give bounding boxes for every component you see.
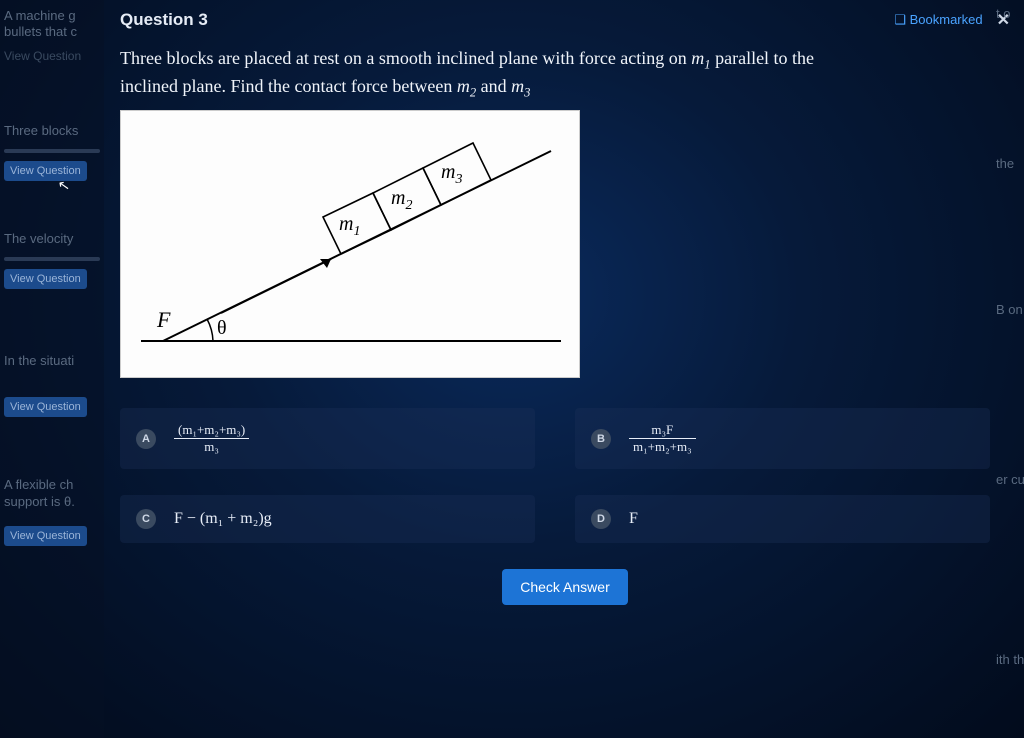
option-d[interactable]: D F [575, 495, 990, 543]
sidebar-item-q3[interactable]: The velocity [0, 225, 104, 253]
option-c-body: F − (m₁ + m₂)g [174, 510, 272, 528]
option-c-badge: C [136, 509, 156, 529]
sidebar-view-q2[interactable]: View Question ↖ [4, 161, 87, 181]
theta-arc [207, 319, 213, 341]
option-b-badge: B [591, 429, 611, 449]
question-header: Question 3 ❑ Bookmarked ✕ [120, 10, 1010, 30]
edge-t4: er cu [996, 472, 1024, 487]
m1-label: m1 [339, 213, 360, 240]
option-a[interactable]: A (m₁+m₂+m₃)m₃ [120, 408, 535, 469]
physics-diagram: F θ m1 m2 m3 [120, 110, 580, 378]
sidebar-item-q1[interactable]: A machine g bullets that c [0, 2, 104, 47]
edge-t3: B on [996, 302, 1023, 317]
option-d-body: F [629, 510, 638, 528]
option-c[interactable]: C F − (m₁ + m₂)g [120, 495, 535, 543]
bookmark-label: Bookmarked [910, 12, 983, 27]
option-a-body: (m₁+m₂+m₃)m₃ [174, 422, 249, 455]
answer-options: A (m₁+m₂+m₃)m₃ B m₃Fm₁+m₂+m₃ C F − (m₁ +… [120, 408, 1010, 543]
m2-label: m2 [391, 187, 412, 214]
right-edge-clipped: t o the B on er cu ith th [996, 0, 1024, 738]
sidebar-view-q2-label: View Question [10, 165, 81, 177]
option-a-badge: A [136, 429, 156, 449]
theta-label: θ [217, 317, 227, 340]
sidebar-view-q1[interactable]: View Question [0, 47, 104, 79]
question-text: Three blocks are placed at rest on a smo… [120, 46, 1010, 102]
sidebar-item-q2[interactable]: Three blocks [0, 117, 104, 145]
force-arrow-shaft [221, 259, 331, 313]
cursor-icon: ↖ [57, 176, 72, 195]
question-sidebar: A machine g bullets that c View Question… [0, 0, 104, 738]
bookmark-toggle[interactable]: ❑ Bookmarked [894, 12, 982, 28]
edge-t5: ith th [996, 652, 1024, 667]
diagram-svg [121, 111, 581, 379]
check-answer-button[interactable]: Check Answer [502, 569, 627, 605]
sidebar-view-q5[interactable]: View Question [4, 526, 87, 546]
sidebar-view-q4[interactable]: View Question [4, 397, 87, 417]
option-b-body: m₃Fm₁+m₂+m₃ [629, 422, 696, 455]
sidebar-item-q4[interactable]: In the situati [0, 347, 104, 375]
sidebar-view-q3[interactable]: View Question [4, 269, 87, 289]
F-label: F [157, 307, 170, 333]
option-d-badge: D [591, 509, 611, 529]
m3-label: m3 [441, 161, 462, 188]
edge-t1: t o [996, 6, 1010, 21]
option-b[interactable]: B m₃Fm₁+m₂+m₃ [575, 408, 990, 469]
bookmark-icon: ❑ [894, 12, 906, 27]
sidebar-item-q5[interactable]: A flexible ch support is θ. [0, 471, 104, 516]
question-number: Question 3 [120, 10, 208, 30]
edge-t2: the [996, 156, 1014, 171]
main-panel: Question 3 ❑ Bookmarked ✕ Three blocks a… [104, 0, 1024, 738]
